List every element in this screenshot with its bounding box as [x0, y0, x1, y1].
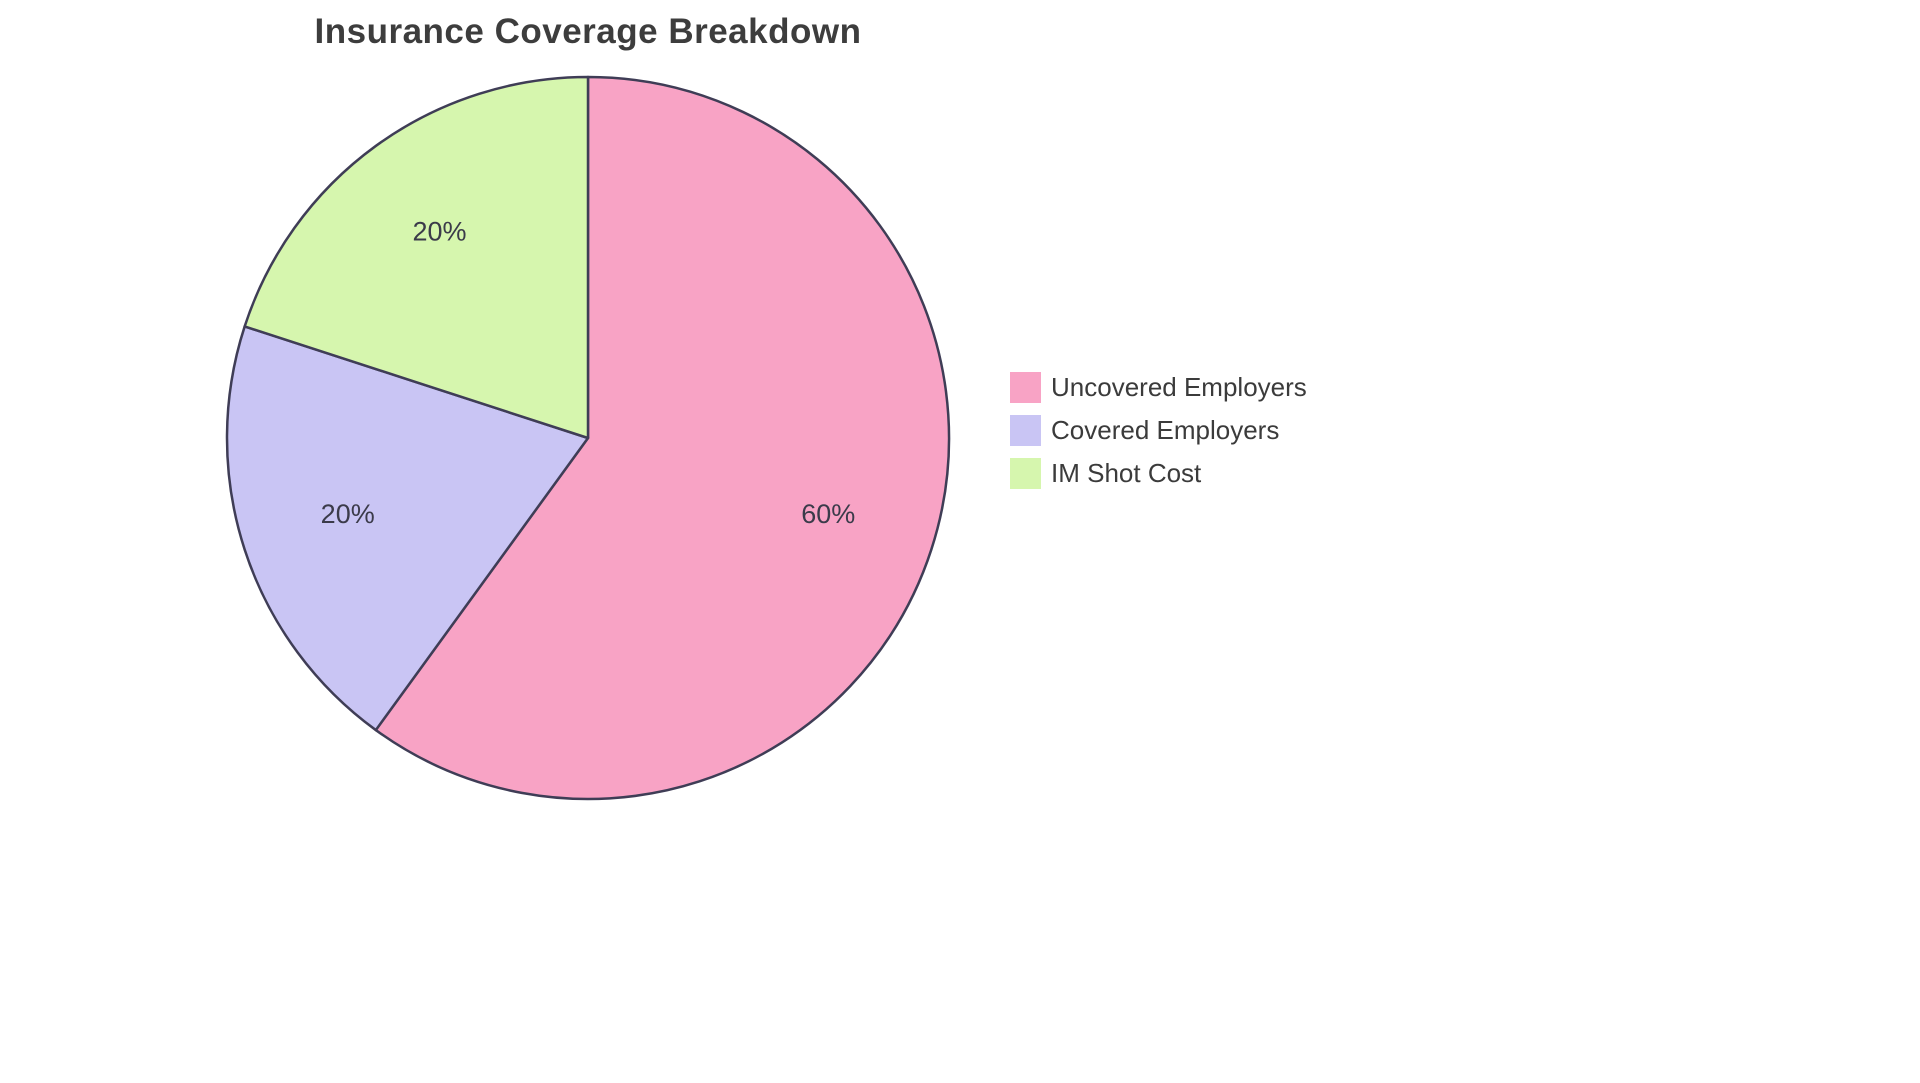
- legend-swatch: [1010, 415, 1041, 446]
- legend: Uncovered Employers Covered Employers IM S…: [1010, 372, 1307, 501]
- legend-swatch: [1010, 372, 1041, 403]
- pie-slice-0: [374, 75, 951, 801]
- legend-item-2[interactable]: IM Shot Cost: [1010, 458, 1307, 489]
- chart-title: Insurance Coverage Breakdown: [314, 12, 862, 51]
- pie-slice-1: [225, 325, 590, 732]
- slice-label-0: 60%: [801, 499, 855, 529]
- legend-swatch: [1010, 458, 1041, 489]
- legend-label: Uncovered Employers: [1051, 372, 1307, 402]
- slice-label-1: 20%: [321, 499, 375, 529]
- pie-slice-2: [243, 75, 590, 440]
- legend-label: IM Shot Cost: [1051, 458, 1202, 488]
- slice-label-2: 20%: [412, 217, 466, 247]
- legend-item-0[interactable]: Uncovered Employers: [1010, 372, 1307, 403]
- legend-item-1[interactable]: Covered Employers: [1010, 415, 1307, 446]
- legend-label: Covered Employers: [1051, 415, 1280, 445]
